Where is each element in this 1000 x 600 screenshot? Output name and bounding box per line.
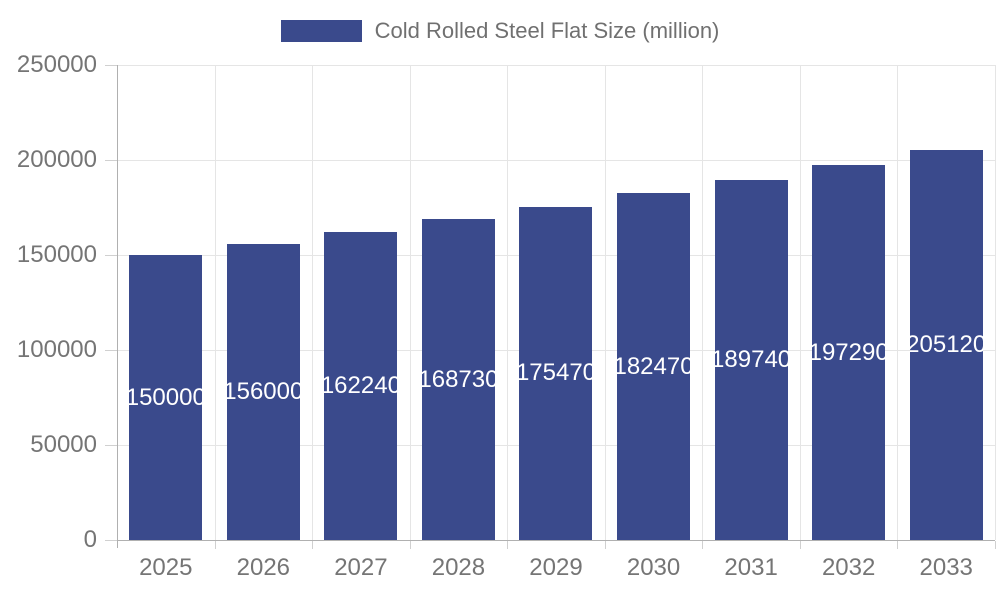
legend-item[interactable]: Cold Rolled Steel Flat Size (million) (280, 18, 720, 44)
x-axis-tick-label: 2027 (334, 554, 388, 581)
bar: 189740 (714, 179, 788, 540)
x-axis-tick (799, 541, 801, 549)
x-axis-tick-label: 2033 (919, 554, 973, 581)
gridline-vertical (995, 65, 996, 540)
y-axis-tick-label: 250000 (16, 51, 97, 78)
x-axis-tick-label: 2032 (821, 554, 876, 581)
bar: 150000 (129, 255, 203, 540)
bar-value-label: 162240 (324, 371, 398, 399)
bar: 182470 (617, 193, 691, 540)
legend: Cold Rolled Steel Flat Size (million) (0, 18, 1000, 44)
bar-slot: 168730 (410, 65, 508, 540)
bar-value-label: 197290 (812, 338, 886, 366)
bar-slot: 197290 (800, 65, 898, 540)
bar-slot: 156000 (215, 65, 313, 540)
gridline-vertical (799, 65, 801, 540)
legend-swatch-icon (280, 20, 362, 42)
x-axis-tick (702, 541, 704, 549)
x-axis-tick (214, 541, 216, 549)
gridline-vertical (409, 65, 411, 540)
bar: 175470 (519, 206, 593, 540)
x-axis-tick-label: 2031 (724, 554, 778, 581)
x-axis-tick (995, 541, 996, 549)
legend-label: Cold Rolled Steel Flat Size (million) (374, 18, 720, 43)
x-axis-tick (409, 541, 411, 549)
gridline-vertical (897, 65, 899, 540)
x-axis-tick (897, 541, 899, 549)
x-axis-tick (507, 541, 509, 549)
bar-value-label: 168730 (421, 365, 495, 393)
bar: 205120 (909, 150, 983, 540)
bar-slot: 175470 (507, 65, 605, 540)
bar: 156000 (226, 243, 300, 540)
x-axis-tick (604, 541, 606, 549)
bar: 168730 (421, 219, 495, 540)
y-axis-tick (105, 255, 117, 256)
x-axis-tick-label: 2028 (431, 554, 486, 581)
x-axis-tick-label: 2025 (139, 554, 193, 581)
gridline-vertical (604, 65, 606, 540)
bar: 162240 (324, 231, 398, 540)
bar-value-label: 156000 (226, 377, 300, 405)
gridline-horizontal (117, 160, 995, 161)
y-axis-tick (105, 445, 117, 446)
bar-slot: 189740 (702, 65, 800, 540)
gridline-horizontal (117, 65, 995, 66)
x-axis-tick-label: 2026 (236, 554, 291, 581)
y-axis-tick (105, 540, 117, 541)
gridline-vertical (507, 65, 509, 540)
bar-value-label: 175470 (519, 359, 593, 387)
gridline-vertical (312, 65, 314, 540)
gridline-vertical (702, 65, 704, 540)
y-axis-tick (105, 160, 117, 161)
bar-value-label: 182470 (617, 352, 691, 380)
y-axis-tick-label: 150000 (16, 241, 97, 268)
x-axis-line (117, 540, 995, 541)
y-axis-tick (105, 350, 117, 351)
y-axis-tick-label: 0 (83, 526, 97, 553)
bar-slot: 182470 (605, 65, 703, 540)
bar-value-label: 150000 (129, 383, 203, 411)
gridline-vertical (214, 65, 216, 540)
x-axis-tick (312, 541, 314, 549)
y-axis-line (117, 65, 118, 548)
x-axis-tick-label: 2030 (626, 554, 681, 581)
y-axis-tick-label: 50000 (30, 431, 97, 458)
bar: 197290 (812, 165, 886, 540)
bar-slot: 205120 (897, 65, 995, 540)
plot-area: 150000 156000 162240 168730 175470 182470 1897… (117, 65, 996, 541)
y-axis-tick-label: 100000 (16, 336, 97, 363)
x-axis-tick-label: 2029 (529, 554, 583, 581)
y-axis-tick (105, 65, 117, 66)
bar-slot: 162240 (312, 65, 410, 540)
y-axis-tick-label: 200000 (16, 146, 97, 173)
bar-slot: 150000 (117, 65, 215, 540)
bar-value-label: 189740 (714, 345, 788, 373)
bar-value-label: 205120 (909, 331, 983, 359)
